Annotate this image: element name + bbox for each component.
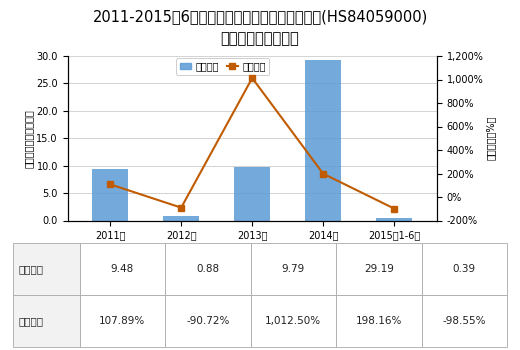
Text: -98.55%: -98.55% xyxy=(443,316,486,326)
Bar xyxy=(376,218,412,220)
Text: 2011-2015年6月煤气、乙炔等气体发生器的零件(HS84059000): 2011-2015年6月煤气、乙炔等气体发生器的零件(HS84059000) xyxy=(93,9,427,24)
Bar xyxy=(305,61,341,220)
Text: 1,012.50%: 1,012.50% xyxy=(265,316,321,326)
Text: 0.88: 0.88 xyxy=(197,264,219,274)
Bar xyxy=(336,295,422,346)
Bar xyxy=(422,243,507,295)
Y-axis label: 进口金额（百万美元）: 进口金额（百万美元） xyxy=(23,109,33,168)
Bar xyxy=(251,295,336,346)
Text: 107.89%: 107.89% xyxy=(99,316,146,326)
Text: 9.79: 9.79 xyxy=(282,264,305,274)
Bar xyxy=(235,167,270,220)
Bar xyxy=(251,243,336,295)
Bar xyxy=(422,295,507,346)
Y-axis label: 同比增速（%）: 同比增速（%） xyxy=(486,116,496,160)
Text: 进口总额及增速统计: 进口总额及增速统计 xyxy=(220,32,300,47)
Text: 进口金额: 进口金额 xyxy=(18,264,43,274)
Bar xyxy=(80,243,165,295)
Bar xyxy=(93,168,128,220)
Legend: 进口金额, 同比增长: 进口金额, 同比增长 xyxy=(176,57,269,75)
Bar xyxy=(80,295,165,346)
Bar xyxy=(165,295,251,346)
Text: 198.16%: 198.16% xyxy=(356,316,402,326)
Text: 29.19: 29.19 xyxy=(364,264,394,274)
Text: 同比增长: 同比增长 xyxy=(18,316,43,326)
Text: 0.39: 0.39 xyxy=(453,264,476,274)
Bar xyxy=(163,216,199,220)
Bar xyxy=(13,295,80,346)
Bar xyxy=(13,243,80,295)
Text: 9.48: 9.48 xyxy=(111,264,134,274)
Text: -90.72%: -90.72% xyxy=(186,316,229,326)
Bar xyxy=(336,243,422,295)
Bar xyxy=(165,243,251,295)
